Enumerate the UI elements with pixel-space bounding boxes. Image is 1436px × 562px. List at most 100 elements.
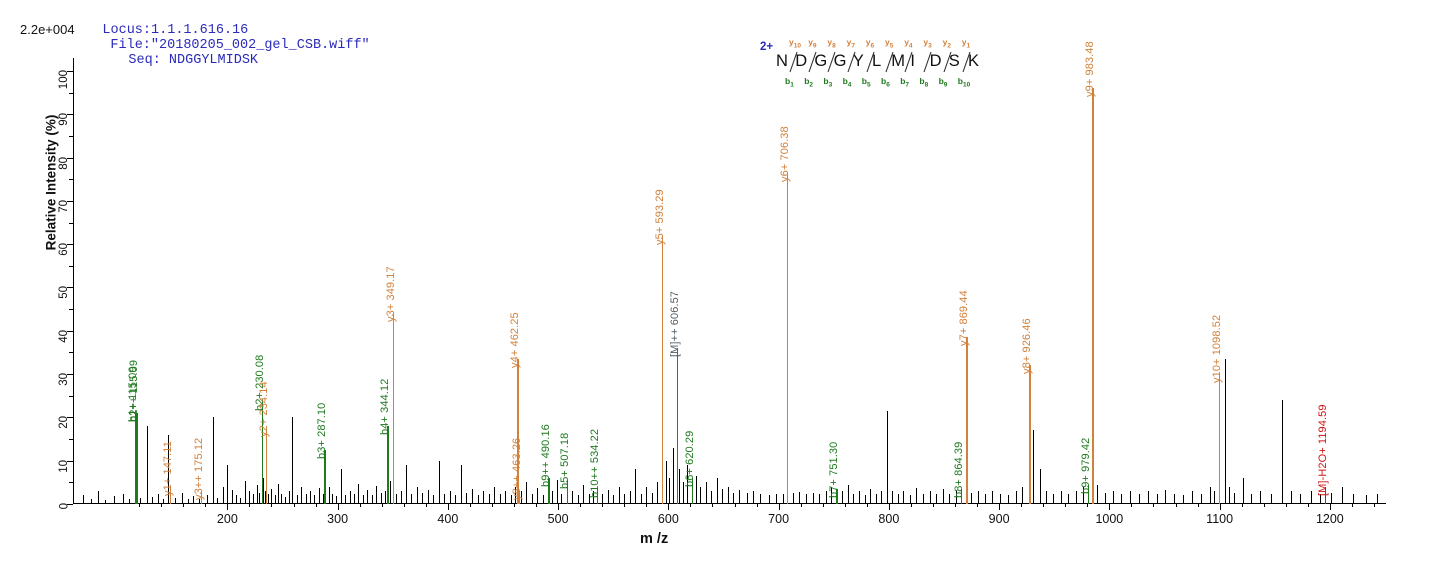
y-axis-minor-tick: [69, 395, 73, 397]
spectrum-peak: [782, 494, 784, 504]
spectrum-peak: [483, 491, 485, 504]
spectrum-peak: [1104, 492, 1106, 504]
x-axis-tick: [668, 503, 670, 510]
annotated-peak[interactable]: [1218, 374, 1221, 504]
spectrum-peak: [231, 490, 233, 504]
annotated-peak[interactable]: [960, 488, 963, 504]
annotated-peak[interactable]: [1029, 365, 1031, 504]
annotated-peak[interactable]: [786, 172, 789, 504]
annotated-peak[interactable]: [966, 337, 968, 504]
spectrum-peak: [657, 482, 659, 504]
header-line: Locus:1.1.1.616.16 File:"20180205_002_ge…: [70, 8, 369, 83]
b-ion-tag: b6: [881, 76, 890, 89]
spectrum-peak: [494, 486, 496, 504]
x-axis-minor-tick: [800, 503, 802, 507]
spectrum-peak: [309, 491, 311, 504]
x-axis-tick-label: 1200: [1315, 512, 1344, 526]
x-axis-minor-tick: [955, 503, 957, 507]
annotated-peak[interactable]: [596, 488, 599, 504]
x-axis-tick-label: 1000: [1095, 512, 1124, 526]
annotated-peak[interactable]: [1092, 88, 1094, 504]
annotated-peak[interactable]: [170, 486, 172, 504]
annotated-peak[interactable]: [1324, 486, 1327, 504]
spectrum-peak: [1174, 493, 1176, 504]
spectrum-peak: [455, 495, 457, 504]
peak-label: y8+ 926.46: [1021, 318, 1034, 375]
y-axis-minor-tick: [69, 482, 73, 484]
spectrum-peak: [733, 492, 735, 504]
annotated-peak[interactable]: [200, 491, 203, 504]
spectrum-peak: [292, 417, 294, 504]
y-ion-tag: y2: [942, 37, 951, 50]
spectrum-peak: [722, 489, 724, 504]
x-axis-minor-tick: [139, 503, 141, 507]
spectrum-peak: [422, 492, 424, 504]
spectrum-peak: [301, 486, 303, 504]
y-axis-tick: [67, 200, 73, 202]
spectrum-peak: [949, 494, 951, 504]
spectrum-peak: [227, 465, 229, 504]
x-axis-minor-tick: [580, 503, 582, 507]
x-axis-minor-tick: [381, 503, 383, 507]
spectrum-peak: [466, 492, 468, 504]
spectrum-peak: [588, 494, 590, 504]
x-axis-minor-tick: [1241, 503, 1243, 507]
spectrum-peak: [903, 491, 905, 504]
x-axis-tick-label: 900: [988, 512, 1010, 526]
annotated-peak[interactable]: [548, 478, 550, 504]
annotated-peak[interactable]: [518, 491, 520, 504]
spectrum-peak: [607, 490, 609, 504]
spectrum-peak: [90, 498, 92, 504]
spectrum-peak: [510, 495, 512, 504]
spectrum-plot-area[interactable]: b1+ 115.09 b2++ 115.09 y1+ 147.11 y3++ 175.…: [74, 42, 1386, 504]
spectrum-peak: [552, 491, 554, 504]
annotated-peak[interactable]: [324, 449, 326, 504]
spectrum-peak: [825, 491, 827, 504]
annotated-peak[interactable]: [676, 348, 678, 504]
spectrum-peak: [858, 491, 860, 504]
x-axis-tick: [999, 503, 1001, 510]
annotated-peak[interactable]: [691, 478, 694, 504]
y-ion-tag: y5: [885, 37, 894, 50]
spectrum-peak: [929, 491, 931, 504]
fragment-slash: [788, 50, 799, 74]
annotated-peak[interactable]: [387, 426, 389, 504]
spectrum-peak: [624, 493, 626, 504]
spectrum-peak: [401, 491, 403, 504]
annotated-peak[interactable]: [134, 413, 137, 504]
spectrum-peak: [672, 447, 674, 504]
annotated-peak[interactable]: [517, 358, 519, 504]
spectrum-peak: [274, 495, 276, 504]
peak-label: b4+ 344.12: [379, 378, 392, 436]
annotated-peak[interactable]: [1087, 484, 1090, 504]
annotated-peak[interactable]: [836, 488, 838, 504]
annotated-peak[interactable]: [392, 313, 395, 504]
peak-label: y3++ 175.12: [192, 437, 205, 500]
spectrum-peak: [978, 491, 980, 504]
spectrum-peak: [284, 497, 286, 504]
annotated-peak[interactable]: [136, 413, 138, 504]
spectrum-peak: [1251, 494, 1253, 504]
spectrum-peak: [881, 491, 883, 504]
spectrum-peak: [140, 497, 142, 504]
x-axis-minor-tick: [1087, 503, 1089, 507]
x-axis-minor-tick: [491, 503, 493, 507]
spectrum-peak: [1200, 493, 1202, 504]
spectrum-peak: [182, 492, 184, 504]
annotated-peak[interactable]: [265, 428, 268, 504]
y-ion-tag: y9: [808, 37, 817, 50]
x-axis-minor-tick: [1263, 503, 1265, 507]
y-ion-tag: y4: [904, 37, 913, 50]
annotated-peak[interactable]: [661, 235, 664, 504]
spectrum-peak: [271, 489, 273, 504]
annotated-peak[interactable]: [261, 402, 263, 504]
spectrum-peak: [1209, 486, 1211, 504]
spectrum-peak: [1000, 493, 1002, 504]
spectrum-peak: [146, 426, 148, 504]
annotated-peak[interactable]: [567, 480, 569, 504]
x-axis-tick: [888, 503, 890, 510]
spectrum-peak: [875, 494, 877, 504]
x-axis-minor-tick: [1021, 503, 1023, 507]
y-axis-tick-label: 0: [58, 503, 70, 510]
y-ion-tag: y3: [923, 37, 932, 50]
